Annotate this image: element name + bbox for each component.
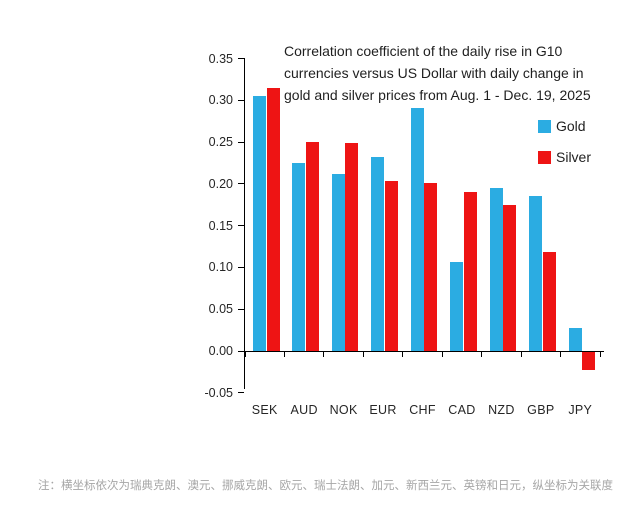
x-tick-mark: [520, 352, 522, 357]
bar-gold-gbp: [529, 196, 543, 351]
footnote: 注：横坐标依次为瑞典克朗、澳元、挪威克朗、欧元、瑞士法朗、加元、新西兰元、英镑和…: [38, 480, 613, 492]
legend-item-silver: Silver: [538, 149, 592, 165]
x-tick-mark: [481, 352, 483, 357]
chart-title-line-1: Correlation coefficient of the daily ris…: [284, 43, 563, 59]
y-tick-mark: [238, 183, 244, 185]
bar-gold-nzd: [489, 188, 503, 351]
x-tick-mark: [560, 352, 562, 357]
bar-gold-aud: [292, 163, 306, 351]
bar-silver-sek: [266, 87, 280, 351]
bar-gold-sek: [253, 96, 266, 351]
x-tick-mark: [362, 352, 364, 357]
y-tick-mark: [238, 58, 244, 60]
chart-legend: Gold Silver: [538, 118, 592, 181]
x-tick-mark: [244, 352, 246, 357]
x-tick-mark: [283, 352, 285, 357]
x-axis-line: [244, 351, 604, 352]
x-axis-label-aud: AUD: [290, 403, 318, 417]
bar-gold-chf: [410, 107, 424, 351]
bar-silver-nok: [345, 142, 359, 351]
y-tick-label: 0.10: [208, 260, 233, 275]
y-tick-label: 0.05: [208, 302, 233, 317]
chart-title: Correlation coefficient of the daily ris…: [284, 40, 620, 106]
legend-label-silver: Silver: [556, 149, 592, 165]
y-tick-mark: [238, 266, 244, 268]
bar-silver-jpy: [582, 352, 596, 370]
x-axis-label-gbp: GBP: [527, 403, 555, 417]
y-tick-label: 0.15: [208, 218, 233, 233]
bar-silver-chf: [424, 183, 438, 351]
x-tick-mark: [402, 352, 404, 357]
x-axis-label-nzd: NZD: [488, 403, 515, 417]
silver-swatch-icon: [538, 150, 551, 164]
y-tick-label: 0.35: [208, 51, 233, 66]
chart-title-line-3: gold and silver prices from Aug. 1 - Dec…: [284, 87, 591, 103]
x-tick-mark: [323, 352, 325, 357]
bar-gold-cad: [450, 262, 464, 351]
x-axis-label-eur: EUR: [369, 403, 397, 417]
y-axis-line: [244, 58, 245, 389]
x-axis-label-jpy: JPY: [568, 403, 593, 417]
y-tick-label: 0.30: [208, 93, 233, 108]
bar-silver-aud: [305, 142, 319, 351]
x-axis-label-cad: CAD: [448, 403, 476, 417]
y-tick-mark: [238, 392, 244, 394]
y-tick-mark: [238, 99, 244, 101]
bar-silver-eur: [384, 180, 398, 351]
bar-silver-cad: [463, 192, 477, 351]
gold-swatch-icon: [538, 119, 551, 133]
bar-silver-nzd: [503, 204, 517, 351]
x-tick-mark: [599, 352, 601, 357]
y-tick-label: -0.05: [204, 385, 234, 400]
y-tick-mark: [238, 350, 244, 352]
y-tick-label: 0.20: [208, 176, 233, 191]
y-tick-mark: [238, 308, 244, 310]
bar-gold-jpy: [568, 328, 582, 351]
x-axis-label-chf: CHF: [409, 403, 436, 417]
y-tick-label: 0.25: [208, 135, 233, 150]
chart-title-line-2: currencies versus US Dollar with daily c…: [284, 65, 584, 81]
legend-label-gold: Gold: [556, 118, 586, 134]
y-tick-mark: [238, 225, 244, 227]
x-axis-label-nok: NOK: [329, 403, 358, 417]
x-tick-mark: [441, 352, 443, 357]
bar-gold-eur: [371, 157, 385, 351]
bar-silver-gbp: [542, 251, 556, 351]
bar-gold-nok: [331, 173, 345, 351]
y-tick-label: 0.00: [208, 344, 233, 358]
y-tick-mark: [238, 141, 244, 143]
x-axis-label-sek: SEK: [251, 403, 278, 417]
legend-item-gold: Gold: [538, 118, 591, 134]
